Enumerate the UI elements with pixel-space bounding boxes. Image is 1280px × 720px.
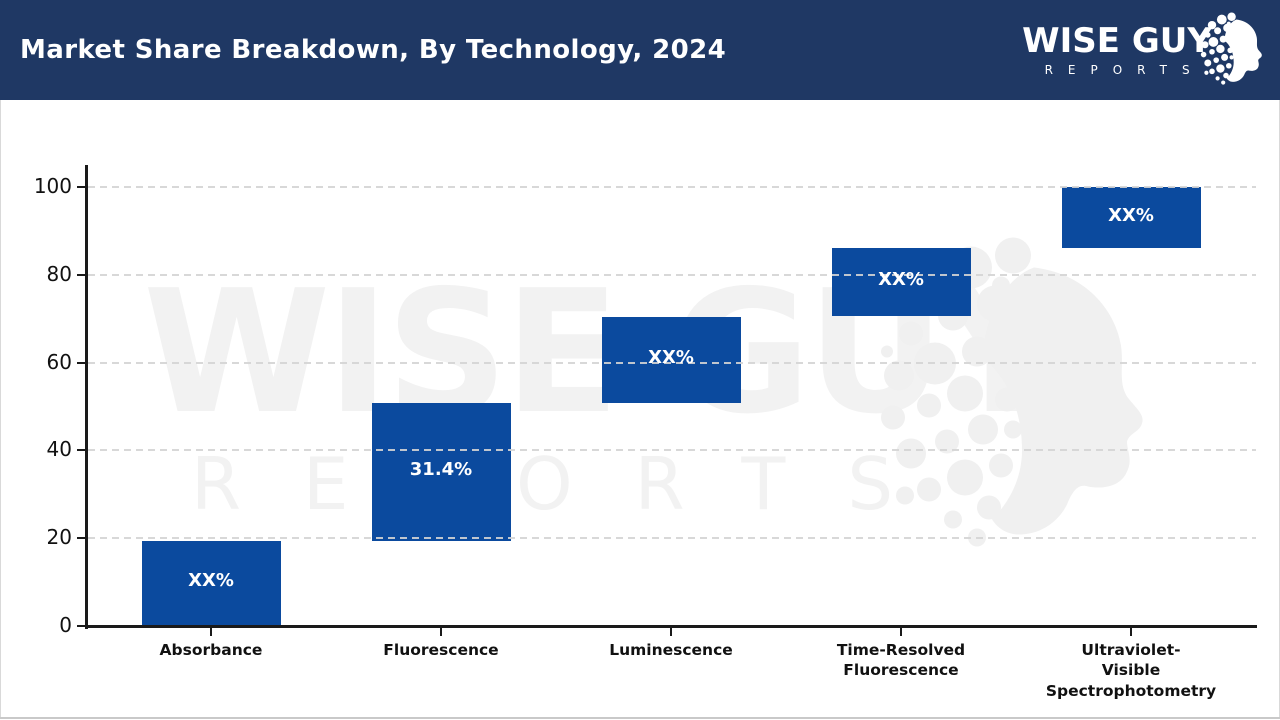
header: Market Share Breakdown, By Technology, 2… (0, 0, 1280, 100)
logo-face-icon (1200, 12, 1262, 85)
page-title: Market Share Breakdown, By Technology, 2… (20, 35, 727, 65)
chart-area: WISE GUY REPORTS (0, 100, 1280, 717)
logo-wordmark: WISE GUY (1022, 20, 1212, 61)
logo-subtext: REPORTS (1044, 62, 1205, 77)
watermark-subtext: REPORTS (191, 442, 956, 526)
watermark-face-icon (881, 237, 1143, 547)
wiseguy-logo: WISE GUY REPORTS (1022, 9, 1268, 91)
bottom-border (0, 717, 1280, 719)
logo-text: WISE GUY REPORTS (1022, 24, 1212, 77)
